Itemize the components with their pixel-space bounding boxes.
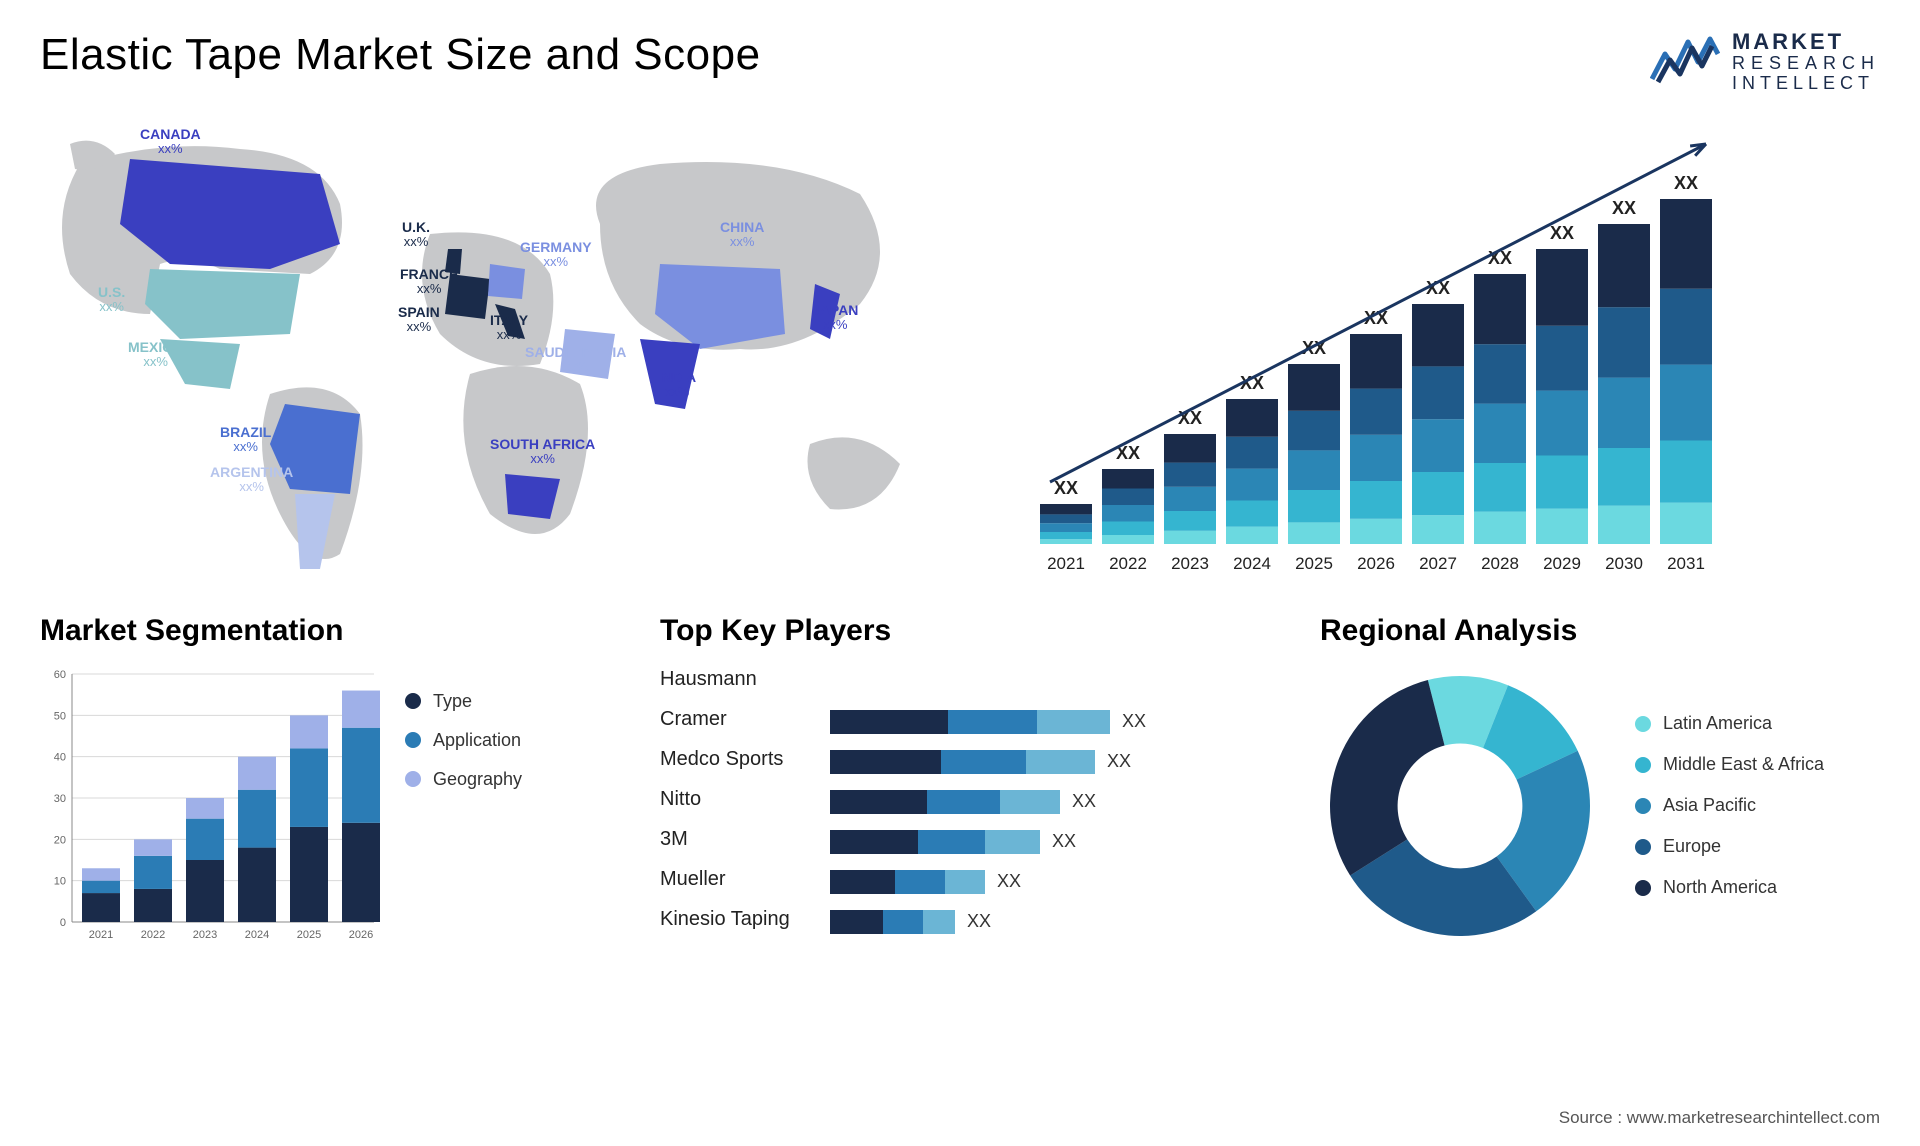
svg-text:2022: 2022: [141, 929, 165, 941]
svg-text:2025: 2025: [1295, 554, 1333, 573]
svg-text:2021: 2021: [1047, 554, 1085, 573]
map-label-canada: CANADAxx%: [140, 126, 201, 157]
player-bar-row: XX: [830, 748, 1270, 776]
svg-text:2029: 2029: [1543, 554, 1581, 573]
regional-legend-item: Latin America: [1635, 713, 1824, 734]
growth-chart: XX2021XX2022XX2023XX2024XX2025XX2026XX20…: [1000, 114, 1880, 574]
regional-legend-item: North America: [1635, 877, 1824, 898]
segmentation-legend: Type Application Geography: [405, 666, 522, 946]
player-name: Hausmann: [660, 666, 810, 694]
svg-text:10: 10: [54, 875, 66, 887]
svg-text:2028: 2028: [1481, 554, 1519, 573]
players-title: Top Key Players: [660, 614, 1270, 648]
svg-text:40: 40: [54, 751, 66, 763]
player-name: Cramer: [660, 706, 810, 734]
map-label-japan: JAPANxx%: [812, 302, 858, 333]
page-title: Elastic Tape Market Size and Scope: [40, 30, 761, 80]
source-text: Source : www.marketresearchintellect.com: [1559, 1108, 1880, 1128]
svg-text:2022: 2022: [1109, 554, 1147, 573]
seg-legend-type: Type: [405, 691, 522, 712]
logo-icon: [1650, 34, 1720, 89]
seg-legend-application: Application: [405, 730, 522, 751]
player-name: Medco Sports: [660, 746, 810, 774]
growth-chart-panel: XX2021XX2022XX2023XX2024XX2025XX2026XX20…: [1000, 114, 1880, 574]
map-label-southafrica: SOUTH AFRICAxx%: [490, 436, 595, 467]
player-bar-row: XX: [830, 788, 1270, 816]
map-label-china: CHINAxx%: [720, 219, 764, 250]
map-label-italy: ITALYxx%: [490, 312, 528, 343]
svg-text:2021: 2021: [89, 929, 113, 941]
regional-legend-item: Europe: [1635, 836, 1824, 857]
svg-text:2025: 2025: [297, 929, 321, 941]
svg-text:2023: 2023: [193, 929, 217, 941]
svg-text:50: 50: [54, 710, 66, 722]
bottom-row: Market Segmentation 0 10 20 30 40 50 60 2021 202…: [40, 614, 1880, 946]
map-label-uk: U.K.xx%: [402, 219, 430, 250]
svg-text:2024: 2024: [245, 929, 269, 941]
regional-title: Regional Analysis: [1320, 614, 1880, 648]
player-name: Mueller: [660, 866, 810, 894]
svg-text:XX: XX: [1612, 198, 1636, 218]
regional-donut: [1320, 666, 1600, 946]
svg-text:2026: 2026: [349, 929, 373, 941]
svg-text:XX: XX: [1054, 478, 1078, 498]
svg-text:2030: 2030: [1605, 554, 1643, 573]
player-bar-row: XX: [830, 828, 1270, 856]
player-name: Nitto: [660, 786, 810, 814]
player-bar-row: XX: [830, 868, 1270, 896]
logo-text: MARKET RESEARCH INTELLECT: [1732, 30, 1880, 94]
seg-legend-geography: Geography: [405, 769, 522, 790]
map-label-argentina: ARGENTINAxx%: [210, 464, 293, 495]
svg-text:2031: 2031: [1667, 554, 1705, 573]
svg-text:0: 0: [60, 917, 66, 929]
player-name: 3M: [660, 826, 810, 854]
segmentation-chart: 0 10 20 30 40 50 60 2021 2022 2023 2024 2025 2026: [40, 666, 380, 946]
regional-legend-item: Asia Pacific: [1635, 795, 1824, 816]
map-region-us: [145, 269, 300, 339]
map-label-us: U.S.xx%: [98, 284, 125, 315]
world-map-panel: CANADAxx% U.S.xx%MEXICOxx% BRAZILxx% ARGENT…: [40, 114, 940, 574]
svg-text:2023: 2023: [1171, 554, 1209, 573]
map-label-brazil: BRAZILxx%: [220, 424, 271, 455]
players-bars: XX XX XX XX XX XX: [830, 666, 1270, 936]
map-label-mexico: MEXICOxx%: [128, 339, 183, 370]
svg-text:30: 30: [54, 793, 66, 805]
svg-text:20: 20: [54, 834, 66, 846]
map-label-spain: SPAINxx%: [398, 304, 440, 335]
player-bar-row: XX: [830, 708, 1270, 736]
svg-text:2024: 2024: [1233, 554, 1271, 573]
regional-legend-item: Middle East & Africa: [1635, 754, 1824, 775]
regional-legend: Latin America Middle East & Africa Asia Pa…: [1635, 713, 1824, 898]
header: Elastic Tape Market Size and Scope MARKE…: [40, 30, 1880, 94]
donut-slice: [1330, 680, 1445, 875]
svg-text:2026: 2026: [1357, 554, 1395, 573]
segmentation-panel: Market Segmentation 0 10 20 30 40 50 60 2021 202…: [40, 614, 610, 946]
player-bar-row: XX: [830, 908, 1270, 936]
map-label-saudiarabia: SAUDI ARABIAxx%: [525, 344, 626, 375]
top-row: CANADAxx% U.S.xx%MEXICOxx% BRAZILxx% ARGENT…: [40, 114, 1880, 574]
map-label-france: FRANCExx%: [400, 266, 458, 297]
regional-panel: Regional Analysis Latin America Middle Ea…: [1320, 614, 1880, 946]
svg-text:60: 60: [54, 669, 66, 681]
map-label-india: INDIAxx%: [658, 369, 696, 400]
players-names: Hausmann Cramer Medco Sports Nitto 3M Mueller…: [660, 666, 810, 936]
svg-text:2027: 2027: [1419, 554, 1457, 573]
svg-text:XX: XX: [1674, 173, 1698, 193]
player-name: Kinesio Taping: [660, 906, 810, 934]
logo: MARKET RESEARCH INTELLECT: [1650, 30, 1880, 94]
svg-text:XX: XX: [1550, 223, 1574, 243]
map-label-germany: GERMANYxx%: [520, 239, 592, 270]
segmentation-title: Market Segmentation: [40, 614, 610, 648]
players-panel: Top Key Players Hausmann Cramer Medco Spor…: [660, 614, 1270, 946]
